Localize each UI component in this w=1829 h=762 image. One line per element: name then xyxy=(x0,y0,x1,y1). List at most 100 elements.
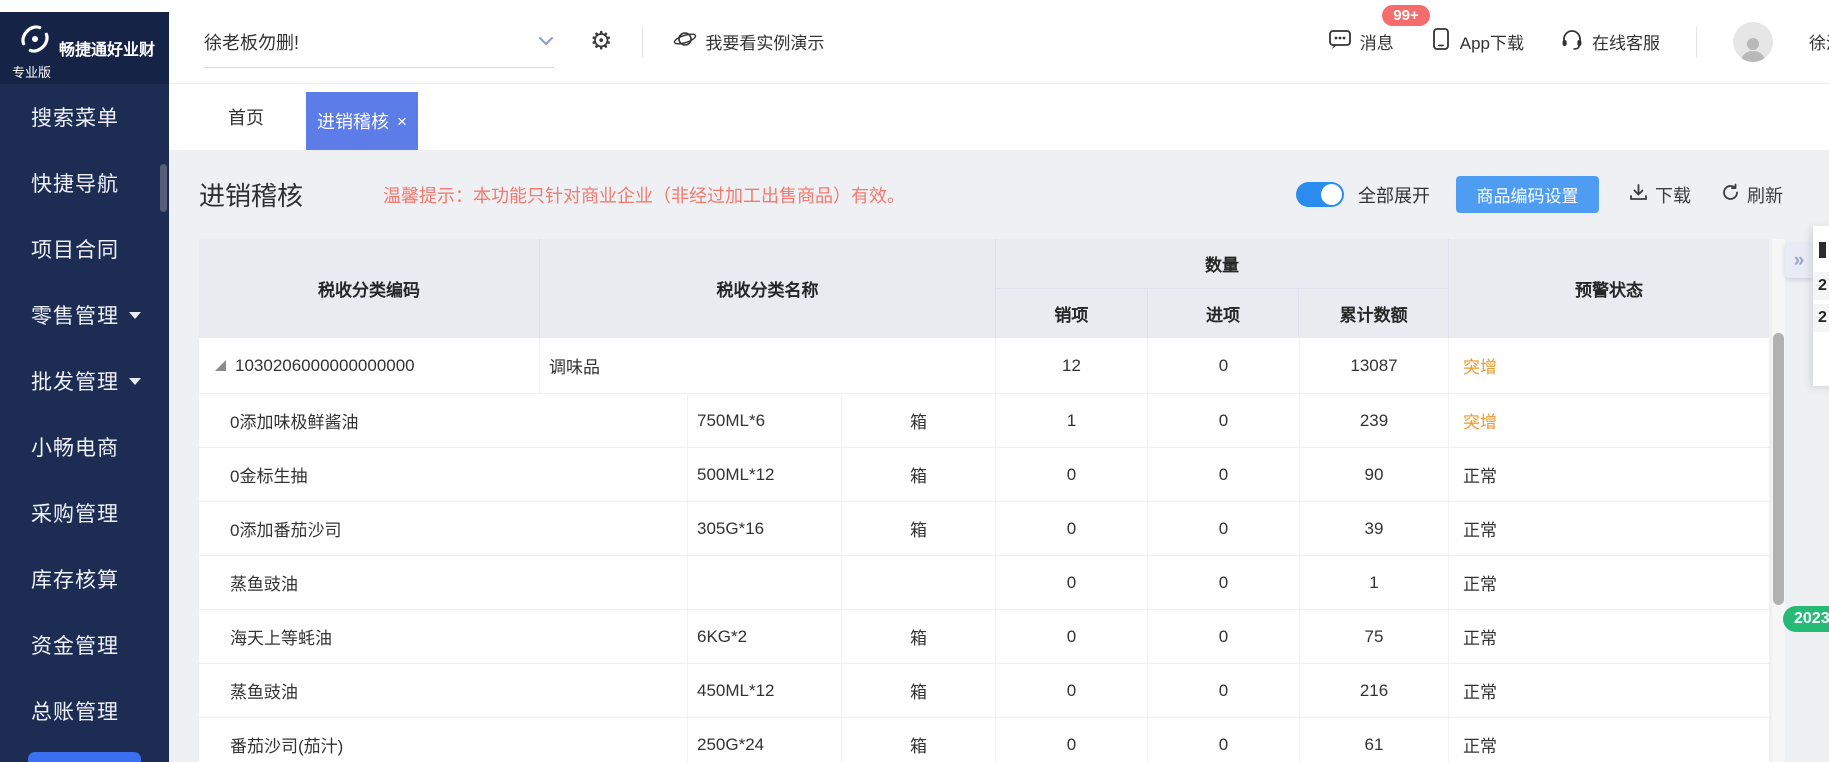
product-spec: 6KG*2 xyxy=(688,610,842,663)
total-qty: 75 xyxy=(1300,610,1449,663)
sidebar-item-label: 库存核算 xyxy=(31,569,119,592)
total-qty: 13087 xyxy=(1300,338,1449,393)
sidebar-scrollbar-thumb[interactable] xyxy=(160,164,167,212)
sidebar-item-ecommerce[interactable]: 小畅电商 xyxy=(0,414,169,480)
product-name: 蒸鱼豉油 xyxy=(199,664,688,717)
product-name: 海天上等蚝油 xyxy=(199,610,688,663)
account-dropdown[interactable]: 徐老板勿删! xyxy=(204,29,554,68)
tab-home[interactable]: 首页 xyxy=(228,108,264,128)
product-unit xyxy=(842,556,996,609)
messages-button[interactable]: 消息 99+ xyxy=(1328,5,1430,56)
page-tip: 温馨提示：本功能只针对商业企业（非经过加工出售商品）有效。 xyxy=(383,185,906,206)
sales-qty: 12 xyxy=(996,338,1148,393)
sidebar-item-quick-nav[interactable]: 快捷导航 xyxy=(0,150,169,216)
sales-qty: 0 xyxy=(996,664,1148,717)
chanjet-logo-icon xyxy=(16,20,54,63)
table-scrollbar-track[interactable] xyxy=(1772,239,1785,762)
table-scrollbar-thumb[interactable] xyxy=(1773,333,1784,605)
tab-label: 进销稽核 xyxy=(317,112,390,132)
app-download-button[interactable]: App下载 xyxy=(1430,27,1524,56)
product-unit: 箱 xyxy=(842,448,996,501)
divider xyxy=(642,26,644,57)
purchase-qty: 0 xyxy=(1148,394,1300,447)
close-icon[interactable]: × xyxy=(397,111,407,131)
product-unit: 箱 xyxy=(842,718,996,762)
product-code-settings-button[interactable]: 商品编码设置 xyxy=(1456,176,1599,213)
sidebar-item-wholesale-mgmt[interactable]: 批发管理 xyxy=(0,348,169,414)
alert-status: 正常 xyxy=(1463,683,1497,702)
tab-purchase-sales-audit[interactable]: 进销稽核 × xyxy=(306,92,418,150)
sales-qty: 0 xyxy=(996,610,1148,663)
col-header-quantity: 数量 xyxy=(996,239,1448,289)
year-notification-badge[interactable]: 2023 xyxy=(1783,606,1829,632)
purchase-qty: 0 xyxy=(1148,664,1300,717)
app-download-label: App下载 xyxy=(1459,34,1524,53)
speech-bubble-icon xyxy=(1328,27,1352,56)
chevron-down-icon xyxy=(538,33,554,51)
product-name: 0金标生抽 xyxy=(199,448,688,501)
user-name[interactable]: 徐泽 xyxy=(1809,34,1829,53)
sidebar-item-label: 批发管理 xyxy=(31,371,119,394)
sidebar-item-purchase-mgmt[interactable]: 采购管理 xyxy=(0,480,169,546)
messages-label: 消息 xyxy=(1359,34,1394,53)
sales-qty: 0 xyxy=(996,448,1148,501)
page-title: 进销稽核 xyxy=(199,181,304,211)
product-unit: 箱 xyxy=(842,502,996,555)
table-row: 蒸鱼豉油 450ML*12 箱 0 0 216 正常 xyxy=(199,664,1769,718)
download-button[interactable]: 下载 xyxy=(1629,182,1691,208)
table-row: 番茄沙司(茄汁) 250G*24 箱 0 0 61 正常 xyxy=(199,718,1769,762)
table-row-group: 1030206000000000000 调味品 12 0 13087 突增 xyxy=(199,338,1769,394)
brand-area: 畅捷通好业财 专业版 xyxy=(0,12,169,84)
tax-code-cell: 1030206000000000000 xyxy=(199,338,540,393)
headset-icon xyxy=(1560,27,1584,56)
expand-all-toggle[interactable] xyxy=(1296,182,1344,207)
demo-label: 我要看实例演示 xyxy=(705,34,825,53)
sidebar-item-search-menu[interactable]: 搜索菜单 xyxy=(0,84,169,150)
online-support-button[interactable]: 在线客服 xyxy=(1560,27,1660,56)
sales-qty: 0 xyxy=(996,502,1148,555)
product-name: 0添加味极鲜酱油 xyxy=(199,394,688,447)
download-icon xyxy=(1629,183,1648,207)
expand-all-label: 全部展开 xyxy=(1358,185,1430,206)
gear-icon[interactable]: ⚙ xyxy=(590,27,613,55)
sidebar-selected-item-partial[interactable] xyxy=(28,752,141,762)
expand-caret-icon[interactable] xyxy=(215,360,226,371)
sidebar-item-inventory-accounting[interactable]: 库存核算 xyxy=(0,546,169,612)
sidebar-item-funds-mgmt[interactable]: 资金管理 xyxy=(0,612,169,678)
purchase-qty: 0 xyxy=(1148,338,1300,393)
product-name: 蒸鱼豉油 xyxy=(199,556,688,609)
table-row: 海天上等蚝油 6KG*2 箱 0 0 75 正常 xyxy=(199,610,1769,664)
avatar[interactable] xyxy=(1733,21,1773,62)
sales-qty: 0 xyxy=(996,556,1148,609)
col-header-alert-status: 预警状态 xyxy=(1575,281,1643,300)
col-header-tax-name: 税收分类名称 xyxy=(540,239,996,338)
audit-table: 税收分类编码 税收分类名称 数量 销项 进项 累计数额 预警状态 1030206… xyxy=(199,239,1769,762)
purchase-qty: 0 xyxy=(1148,556,1300,609)
purchase-qty: 0 xyxy=(1148,610,1300,663)
product-spec xyxy=(688,556,842,609)
sales-qty: 0 xyxy=(996,718,1148,762)
product-spec: 305G*16 xyxy=(688,502,842,555)
refresh-button[interactable]: 刷新 xyxy=(1721,182,1783,208)
alert-status: 突增 xyxy=(1463,413,1497,432)
topbar-right: 消息 99+ App下载 xyxy=(1328,5,1829,62)
table-row: 0添加番茄沙司 305G*16 箱 0 0 39 正常 xyxy=(199,502,1769,556)
sidebar: 畅捷通好业财 专业版 搜索菜单 快捷导航 项目合同 零售管理 批发管理 小畅电商… xyxy=(0,12,169,762)
total-qty: 1 xyxy=(1300,556,1449,609)
clipped-text-fragment xyxy=(1819,242,1826,258)
product-spec: 500ML*12 xyxy=(688,448,842,501)
sidebar-item-project-contract[interactable]: 项目合同 xyxy=(0,216,169,282)
product-unit: 箱 xyxy=(842,610,996,663)
tax-name-cell: 调味品 xyxy=(540,338,996,393)
sidebar-item-retail-mgmt[interactable]: 零售管理 xyxy=(0,282,169,348)
purchase-qty: 0 xyxy=(1148,502,1300,555)
chevron-down-icon xyxy=(129,377,141,385)
panel-collapse-button[interactable]: » xyxy=(1785,243,1813,278)
demo-link[interactable]: 我要看实例演示 xyxy=(673,27,824,56)
toggle-knob xyxy=(1321,184,1342,205)
table-row: 蒸鱼豉油 0 0 1 正常 xyxy=(199,556,1769,610)
sidebar-item-general-ledger[interactable]: 总账管理 xyxy=(0,678,169,744)
refresh-label: 刷新 xyxy=(1747,185,1783,206)
product-unit: 箱 xyxy=(842,664,996,717)
